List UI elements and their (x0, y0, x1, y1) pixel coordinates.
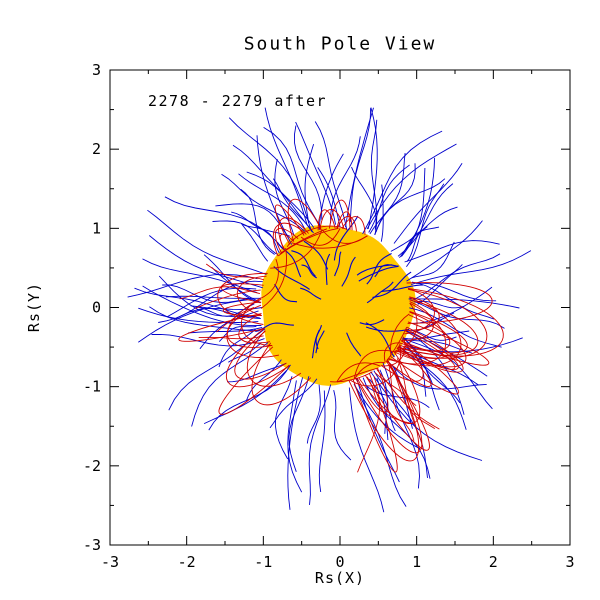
x-axis-label: Rs(X) (314, 569, 366, 587)
chart-title: South Pole View (243, 33, 437, 55)
svg-text:0: 0 (92, 299, 101, 317)
svg-text:0: 0 (335, 553, 344, 571)
svg-text:1: 1 (412, 553, 421, 571)
annotation-label: 2278 - 2279 after (148, 92, 328, 110)
svg-text:3: 3 (92, 61, 101, 79)
svg-text:-3: -3 (83, 536, 101, 554)
svg-text:2: 2 (489, 553, 498, 571)
svg-text:-2: -2 (178, 553, 196, 571)
svg-text:2: 2 (92, 140, 101, 158)
svg-text:-1: -1 (254, 553, 272, 571)
svg-text:-2: -2 (83, 457, 101, 475)
y-axis-label: Rs(Y) (25, 281, 43, 333)
svg-text:1: 1 (92, 219, 101, 237)
svg-text:-1: -1 (83, 378, 101, 396)
svg-text:3: 3 (565, 553, 574, 571)
svg-text:-3: -3 (101, 553, 119, 571)
